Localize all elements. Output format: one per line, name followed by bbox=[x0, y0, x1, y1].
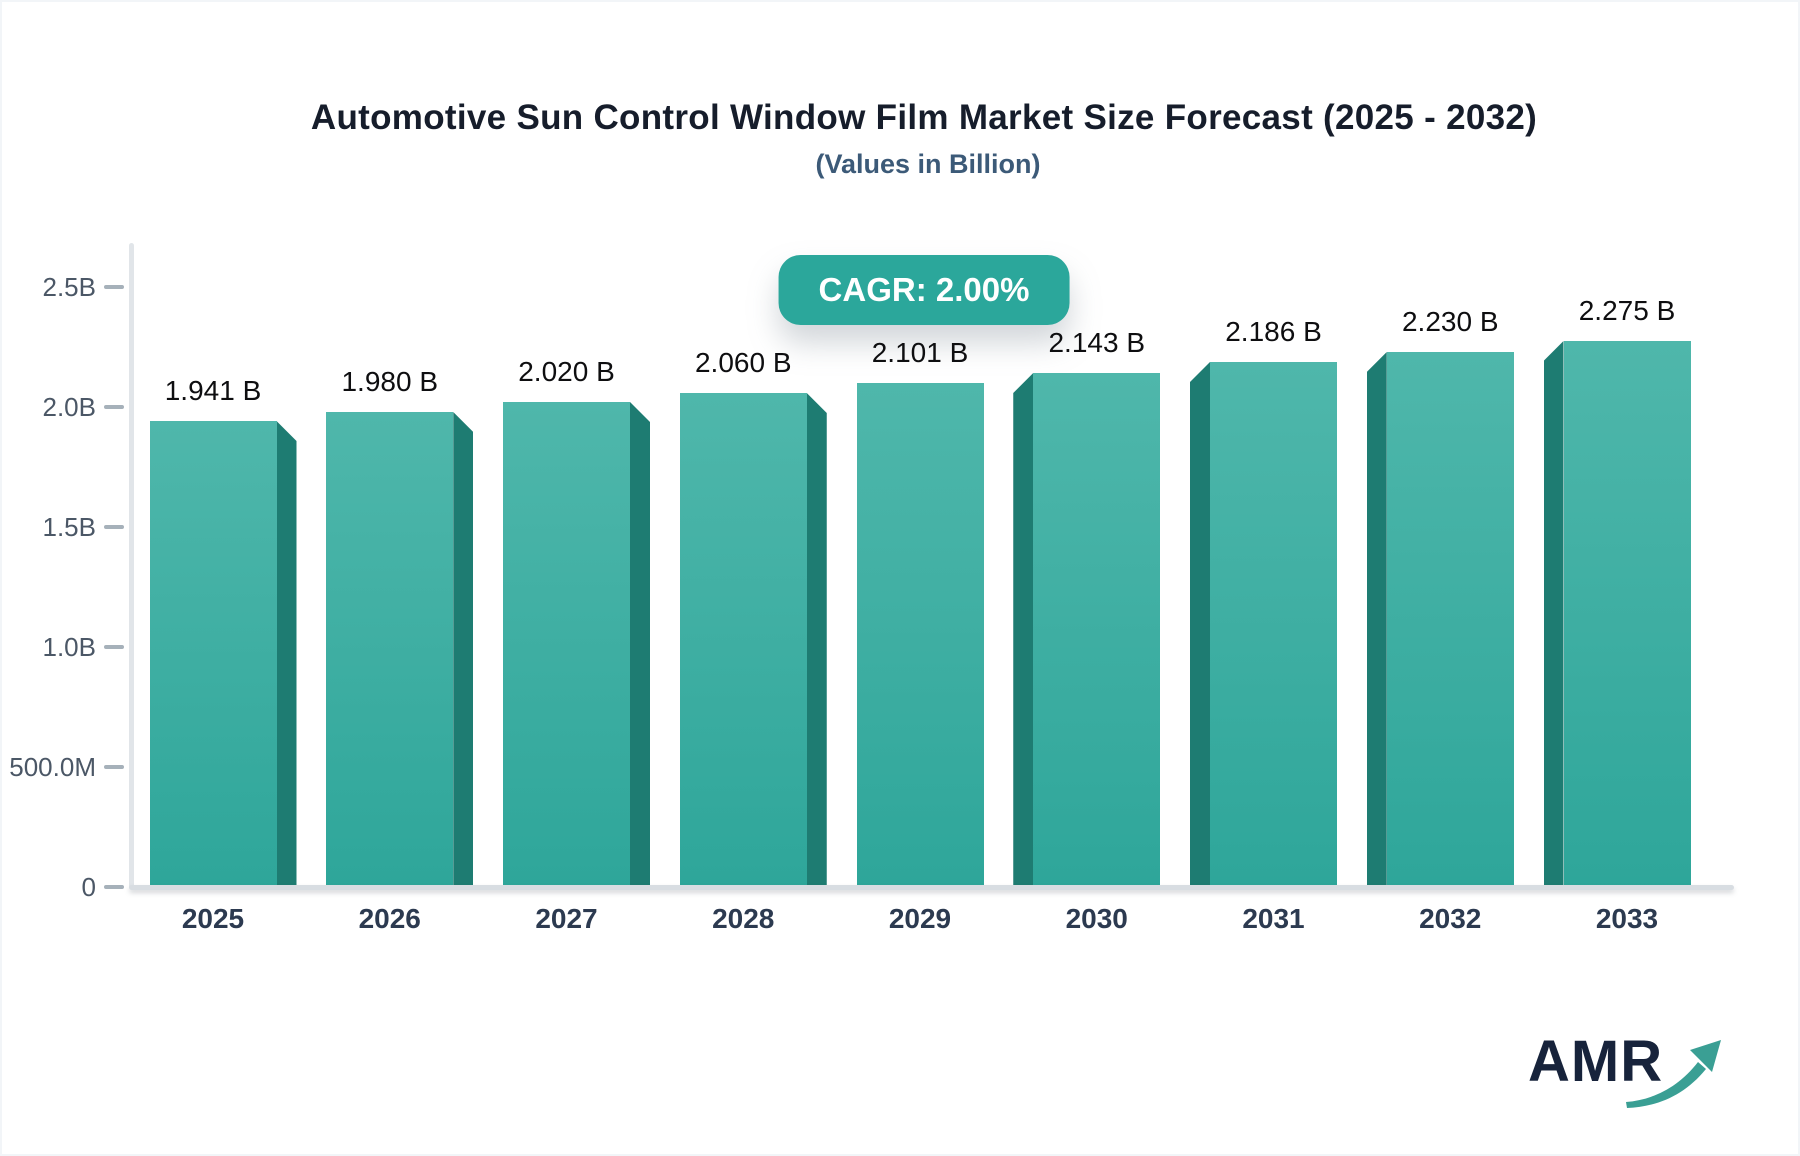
amr-logo-text: AMR bbox=[1528, 1029, 1664, 1094]
y-tick-label: 0 bbox=[81, 872, 96, 902]
bar-2029 bbox=[856, 383, 984, 887]
x-axis-line bbox=[129, 885, 1734, 890]
bar-2032 bbox=[1386, 352, 1514, 887]
bar-2025 bbox=[149, 421, 277, 887]
x-axis-label: 2033 bbox=[1595, 903, 1659, 934]
bar-value-label: 2.060 B bbox=[694, 347, 792, 378]
x-axis-label: 2025 bbox=[181, 903, 245, 934]
amr-logo: AMR bbox=[1528, 1028, 1728, 1118]
bar-side-panel bbox=[1543, 341, 1564, 887]
x-axis-label: 2026 bbox=[358, 903, 421, 934]
bar-2030 bbox=[1033, 373, 1161, 887]
x-axis-label: 2030 bbox=[1065, 903, 1128, 934]
x-axis-label: 2028 bbox=[712, 903, 775, 934]
bar-side-panel bbox=[276, 421, 297, 887]
bar-value-label: 2.275 B bbox=[1578, 295, 1676, 326]
bar-2027 bbox=[503, 402, 630, 887]
x-axis-label: 2032 bbox=[1419, 903, 1482, 934]
y-tick bbox=[104, 405, 124, 409]
bar-value-label: 2.101 B bbox=[871, 337, 969, 368]
bar-side-panel bbox=[453, 412, 474, 887]
x-axis-label: 2029 bbox=[888, 903, 952, 934]
x-axis-label: 2027 bbox=[535, 903, 598, 934]
bar-side-panel bbox=[630, 402, 650, 887]
bar-side-panel bbox=[1013, 373, 1034, 887]
bar-value-label: 1.980 B bbox=[341, 366, 439, 397]
bar-side-panel bbox=[806, 393, 827, 887]
bar-value-label: 2.020 B bbox=[518, 356, 615, 387]
y-tick bbox=[104, 765, 124, 769]
bar-value-label: 2.186 B bbox=[1225, 316, 1322, 347]
bar-value-label: 1.941 B bbox=[164, 375, 262, 406]
x-axis-label: 2031 bbox=[1242, 903, 1305, 934]
bar-value-label: 2.143 B bbox=[1048, 327, 1146, 358]
y-tick-label: 2.0B bbox=[42, 392, 97, 422]
growth-arrow-icon bbox=[1626, 1040, 1721, 1108]
bar-2028 bbox=[679, 393, 807, 887]
y-tick bbox=[104, 285, 124, 289]
page-title: Automotive Sun Control Window Film Marke… bbox=[310, 98, 1538, 137]
y-tick-label: 1.5B bbox=[42, 512, 97, 542]
bar-side-panel bbox=[1366, 352, 1387, 887]
y-tick-label: 1.0B bbox=[42, 632, 97, 662]
y-tick bbox=[104, 645, 124, 649]
y-axis-line bbox=[129, 243, 134, 889]
y-tick bbox=[104, 885, 124, 889]
bar-2026 bbox=[326, 412, 454, 887]
cagr-badge: CAGR: 2.00% bbox=[778, 255, 1070, 325]
y-tick-label: 2.5B bbox=[42, 272, 97, 302]
bar-2033 bbox=[1563, 341, 1691, 887]
bar-value-label: 2.230 B bbox=[1401, 306, 1499, 337]
bar-2031 bbox=[1210, 362, 1337, 887]
bar-side-panel bbox=[1190, 362, 1210, 887]
y-tick bbox=[104, 525, 124, 529]
chart-subtitle: (Values in Billion) bbox=[815, 149, 1041, 179]
y-tick-label: 500.0M bbox=[9, 752, 96, 782]
